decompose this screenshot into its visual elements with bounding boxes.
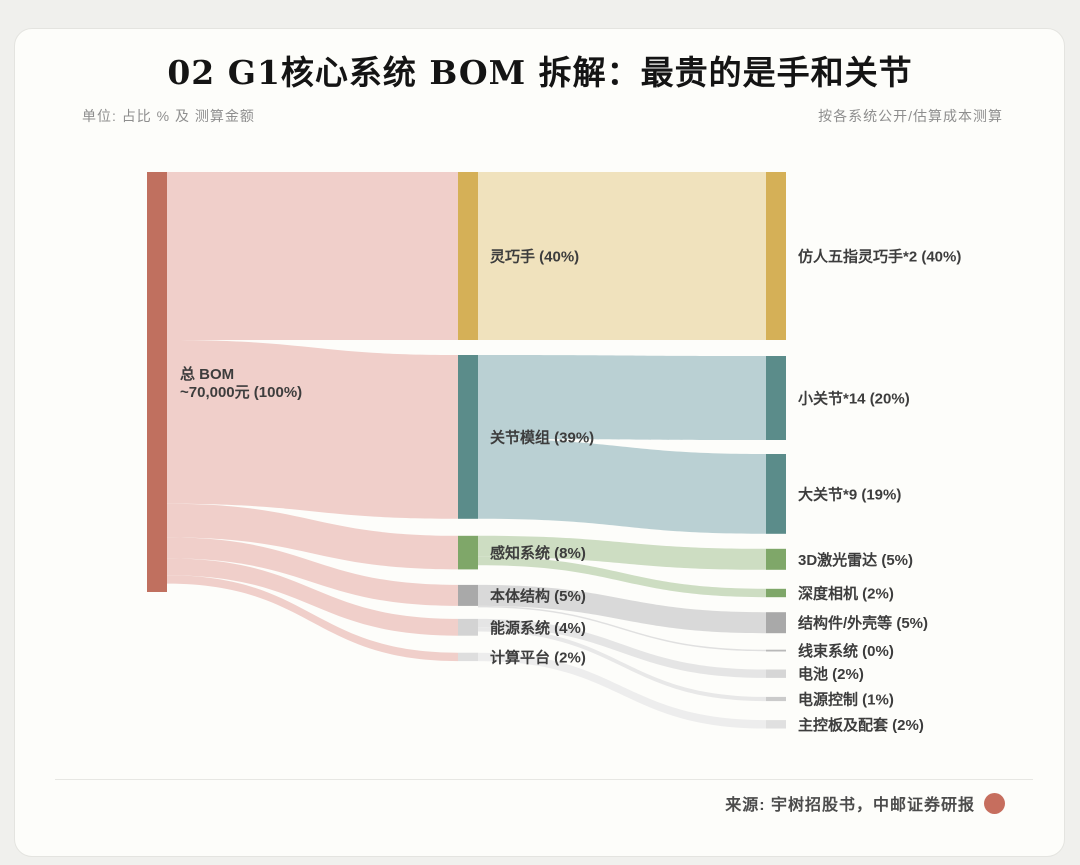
sankey-node-power-system: [458, 618, 478, 636]
sankey-label-perception-system: 感知系统 (8%): [490, 544, 586, 562]
source-dot-icon: [984, 792, 1005, 814]
sankey-label-depth-camera: 深度相机 (2%): [798, 585, 894, 603]
sankey-label-battery: 电池 (2%): [798, 665, 864, 683]
sankey-node-humanoid-five-finger-hand: [766, 172, 786, 340]
sankey-node-wiring-harness: [766, 649, 786, 652]
sankey-link-total-bom-to-computing-platform: [167, 575, 458, 662]
sankey-link-computing-platform-to-mainboard-and-accessories: [478, 652, 766, 729]
sankey-node-structural-parts-shell: [766, 612, 786, 634]
sankey-link-perception-system-to-3d-lidar: [478, 535, 766, 570]
sankey-label-small-joint: 小关节*14 (20%): [798, 390, 910, 408]
sankey-node-dexterous-hand: [458, 172, 478, 340]
sankey-link-total-bom-to-power-system: [167, 558, 458, 636]
sankey-link-dexterous-hand-to-humanoid-five-finger-hand: [478, 172, 766, 340]
sankey-node-depth-camera: [766, 588, 786, 598]
sankey-link-joint-module-to-large-joint: [478, 439, 766, 534]
sankey-node-mainboard-and-accessories: [766, 720, 786, 729]
sankey-label-mainboard-and-accessories: 主控板及配套 (2%): [798, 716, 924, 734]
sankey-link-total-bom-to-body-structure: [167, 537, 458, 606]
sankey-link-power-system-to-battery: [478, 618, 766, 678]
footer-divider: [55, 779, 1033, 780]
sankey-label-3d-lidar: 3D激光雷达 (5%): [798, 551, 913, 569]
sankey-link-power-system-to-power-control: [478, 627, 766, 702]
sankey-label-wiring-harness: 线束系统 (0%): [798, 642, 894, 660]
sankey-link-total-bom-to-dexterous-hand: [167, 172, 458, 340]
sankey-label-total-bom-line1: 总 BOM: [180, 365, 234, 383]
sankey-link-perception-system-to-depth-camera: [478, 556, 766, 598]
footer: 来源: 宇树招股书，中邮证券研报: [725, 792, 1005, 814]
sankey-link-body-structure-to-wiring-harness: [478, 605, 766, 652]
sankey-label-power-system: 能源系统 (4%): [490, 619, 586, 637]
sankey-label-joint-module: 关节模组 (39%): [490, 428, 594, 446]
sankey-label-power-control: 电源控制 (1%): [798, 691, 894, 709]
subtitle-unit: 单位: 占比 % 及 测算金额: [82, 108, 255, 124]
footer-source: 来源: 宇树招股书，中邮证券研报: [725, 797, 975, 814]
sankey-link-body-structure-to-structural-parts-shell: [478, 584, 766, 634]
sankey-label-structural-parts-shell: 结构件/外壳等 (5%): [798, 614, 928, 632]
sankey-link-total-bom-to-perception-system: [167, 503, 458, 570]
sankey-node-joint-module: [458, 355, 478, 519]
page-title: 02 G1核心系统 BOM 拆解：最贵的是手和关节: [167, 53, 913, 92]
sankey-node-total-bom: [147, 172, 167, 592]
sankey-link-joint-module-to-small-joint: [478, 355, 766, 440]
sankey-label-humanoid-five-finger-hand: 仿人五指灵巧手*2 (40%): [798, 248, 961, 266]
sankey-node-battery: [766, 669, 786, 678]
subtitle-method: 按各系统公开/估算成本测算: [818, 108, 1003, 124]
sankey-node-computing-platform: [458, 652, 478, 662]
sankey-node-body-structure: [458, 584, 478, 606]
sankey-label-dexterous-hand: 灵巧手 (40%): [490, 248, 579, 266]
sankey-node-small-joint: [766, 356, 786, 440]
sankey-node-large-joint: [766, 454, 786, 534]
sankey-link-total-bom-to-joint-module: [167, 340, 458, 519]
sankey-node-power-control: [766, 696, 786, 702]
sankey-label-body-structure: 本体结构 (5%): [490, 587, 586, 605]
sankey-node-perception-system: [458, 535, 478, 570]
sankey-node-3d-lidar: [766, 548, 786, 570]
sankey-label-total-bom-line2: ~70,000元 (100%): [180, 384, 302, 401]
sankey-label-large-joint: 大关节*9 (19%): [798, 485, 901, 503]
sankey-label-computing-platform: 计算平台 (2%): [490, 648, 586, 666]
